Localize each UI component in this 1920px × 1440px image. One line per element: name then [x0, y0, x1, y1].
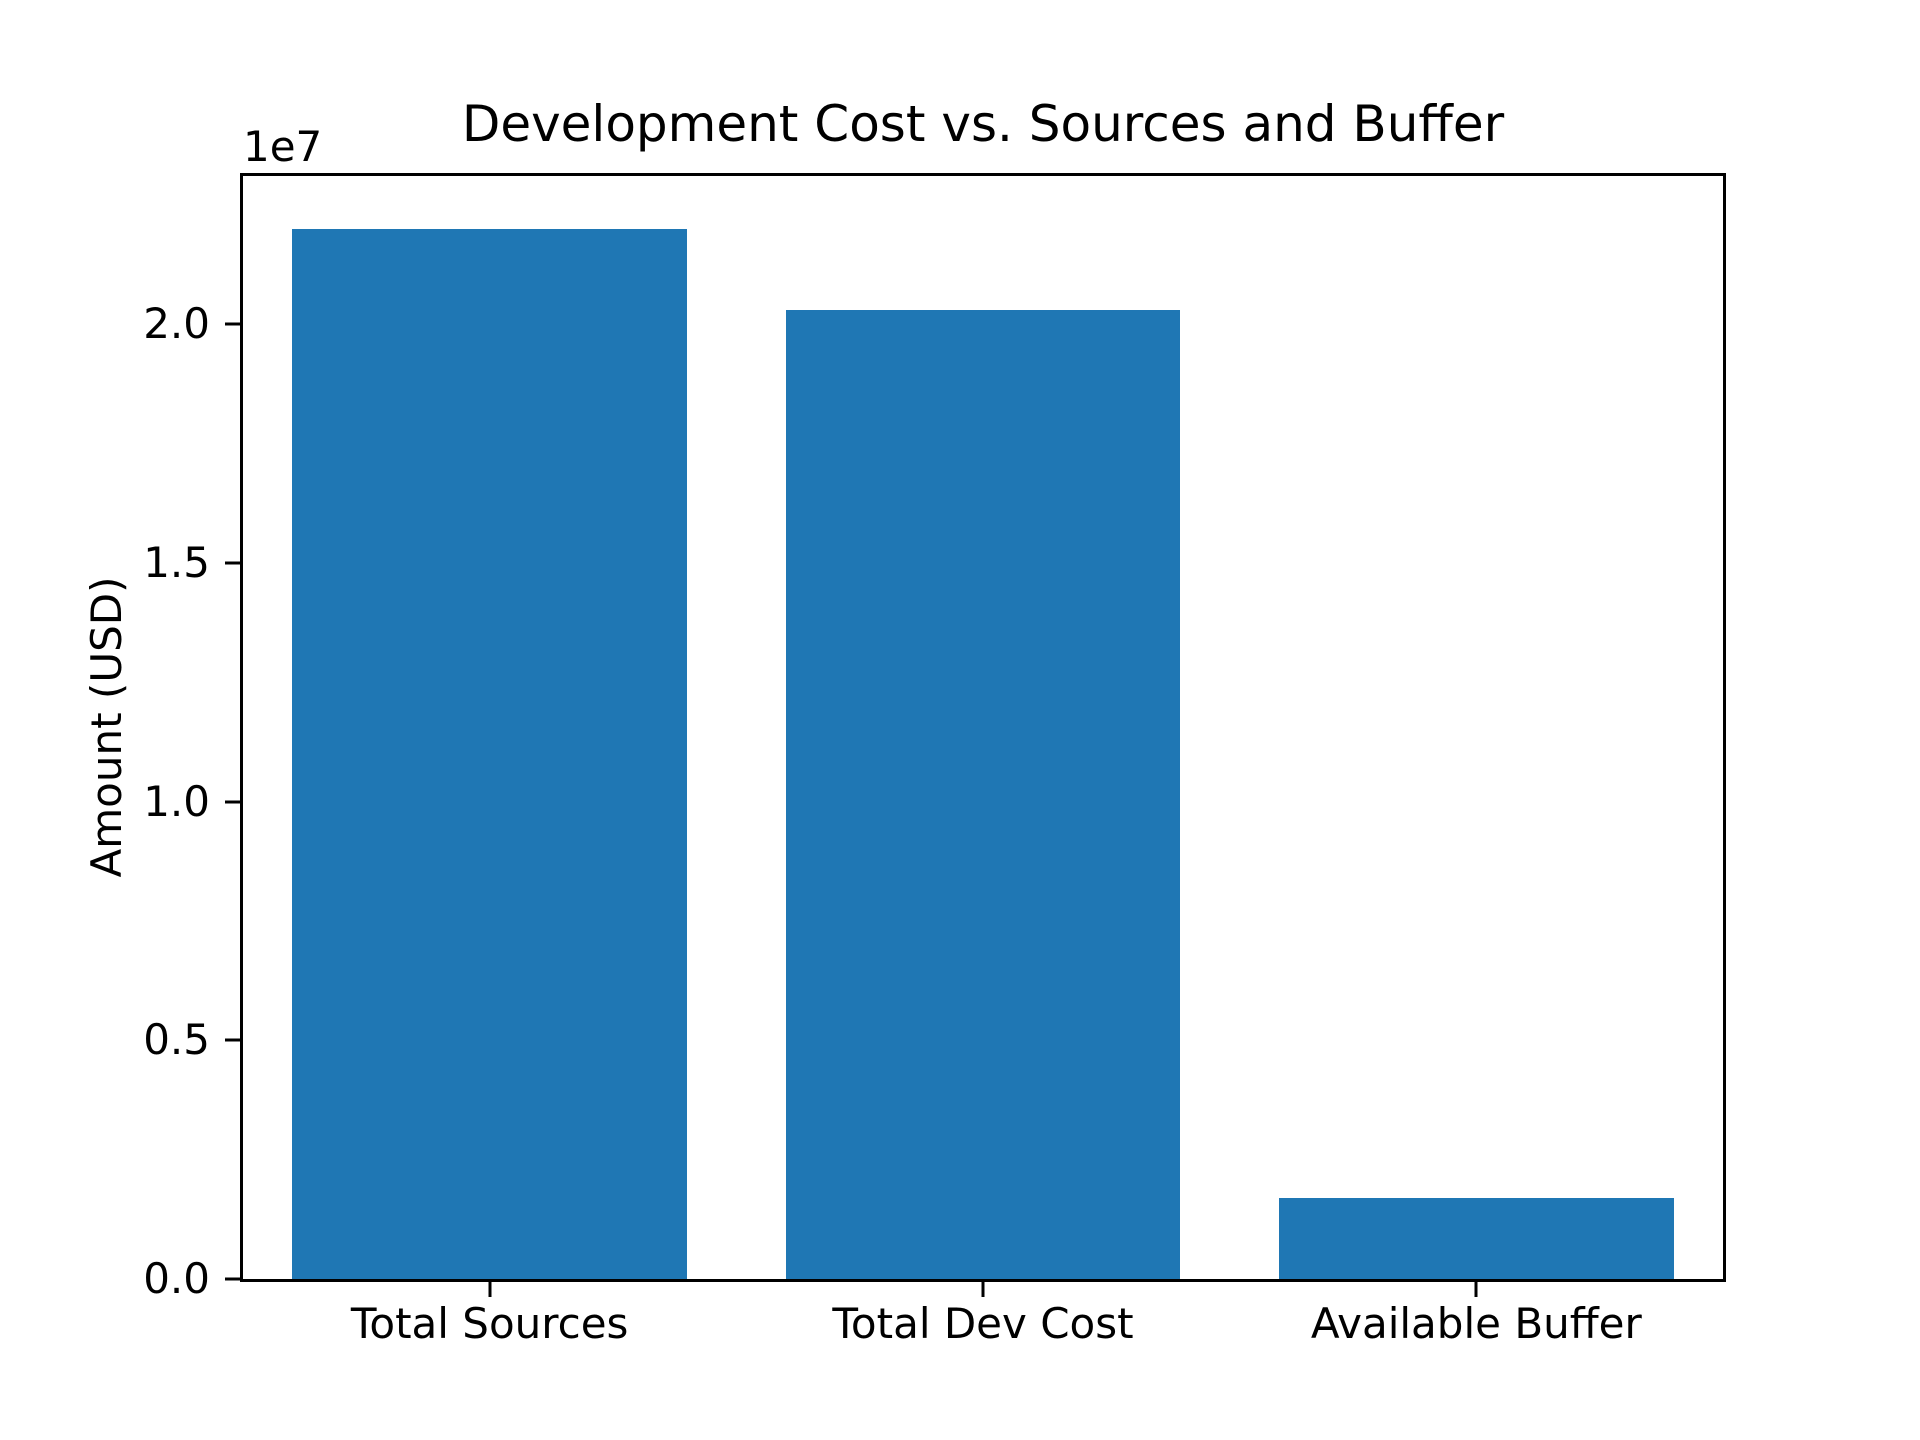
x-tick-mark [488, 1282, 492, 1297]
bar-available-buffer [1279, 1197, 1674, 1279]
x-tick-label-total-dev-cost: Total Dev Cost [832, 1299, 1134, 1348]
x-tick-mark [1474, 1282, 1478, 1297]
y-axis-offset-label: 1e7 [243, 122, 323, 171]
y-tick-mark [225, 322, 240, 326]
x-tick-label-total-sources: Total Sources [350, 1299, 629, 1348]
y-tick-label: 0.0 [143, 1254, 210, 1303]
bar-total-dev-cost [785, 309, 1181, 1279]
y-tick-mark [225, 561, 240, 565]
plot-area [240, 173, 1726, 1282]
bar-total-sources [292, 228, 687, 1279]
y-tick-mark [225, 1038, 240, 1042]
x-tick-label-available-buffer: Available Buffer [1310, 1299, 1642, 1348]
y-tick-label: 1.5 [143, 537, 210, 587]
y-tick-mark [225, 1277, 240, 1281]
y-axis-label: Amount (USD) [82, 576, 131, 878]
x-tick-mark [981, 1282, 985, 1297]
y-tick-label: 1.0 [143, 776, 210, 826]
y-tick-label: 2.0 [143, 299, 210, 349]
y-tick-label: 0.5 [143, 1015, 210, 1065]
y-tick-mark [225, 800, 240, 803]
chart-title: Development Cost vs. Sources and Buffer [461, 95, 1505, 153]
